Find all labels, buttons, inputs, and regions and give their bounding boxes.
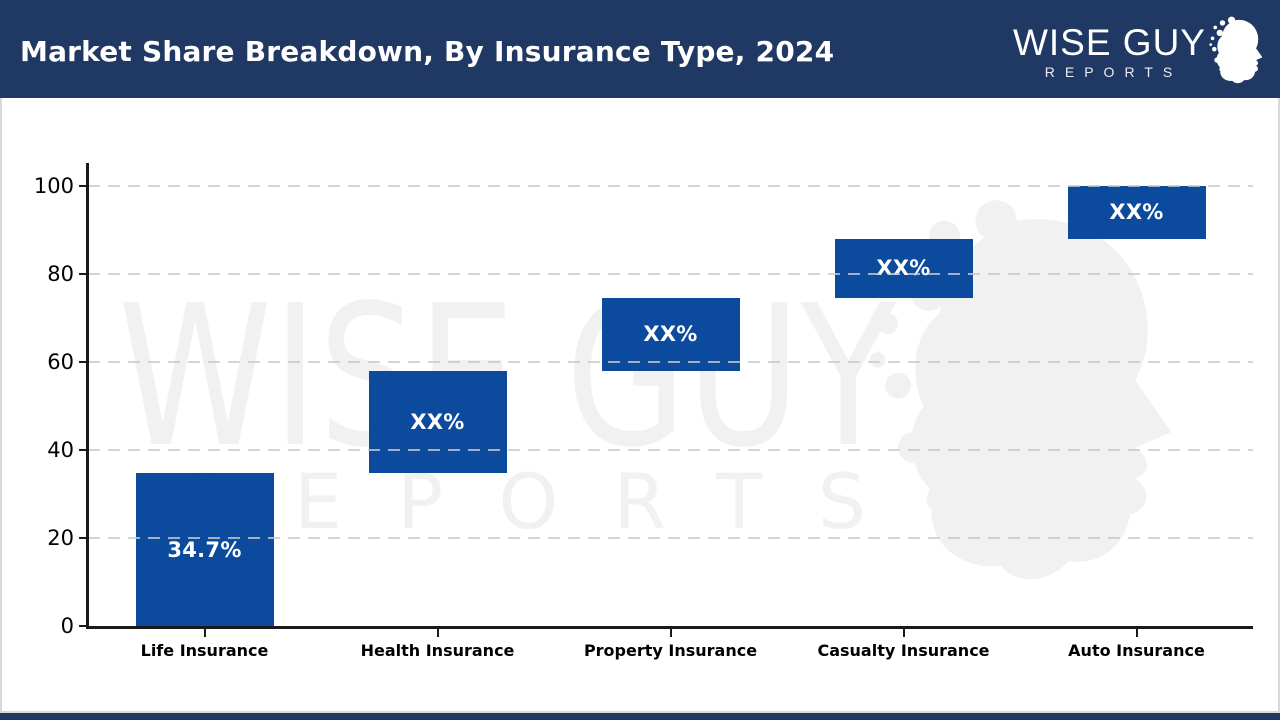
y-tick-label: 60 bbox=[47, 350, 74, 374]
bar-auto-insurance: XX% bbox=[1067, 186, 1206, 239]
bar-health-insurance: XX% bbox=[368, 370, 507, 474]
bar-value-label-auto-insurance: XX% bbox=[1109, 200, 1164, 225]
bar-value-label-health-insurance: XX% bbox=[410, 410, 465, 435]
y-tick-mark bbox=[79, 185, 88, 187]
page-title: Market Share Breakdown, By Insurance Typ… bbox=[20, 34, 835, 68]
footer-bar bbox=[0, 713, 1280, 720]
bar-value-label-life-insurance: 34.7% bbox=[167, 537, 242, 562]
y-tick-label: 0 bbox=[60, 614, 74, 638]
gridline-60 bbox=[88, 361, 1253, 363]
header-bar: Market Share Breakdown, By Insurance Typ… bbox=[0, 0, 1280, 98]
wise-guy-reports-logo: WISE GUY REPORTS bbox=[1013, 15, 1266, 87]
bar-value-label-casualty-insurance: XX% bbox=[876, 256, 931, 281]
logo-text: WISE GUY REPORTS bbox=[1013, 24, 1206, 79]
x-axis-label-property-insurance: Property Insurance bbox=[583, 641, 758, 660]
y-tick-mark bbox=[79, 449, 88, 451]
y-tick-label: 40 bbox=[47, 438, 74, 462]
logo-primary-text: WISE GUY bbox=[1012, 21, 1206, 63]
gridline-80 bbox=[88, 273, 1253, 275]
x-axis-label-health-insurance: Health Insurance bbox=[360, 641, 515, 660]
x-axis-label-casualty-insurance: Casualty Insurance bbox=[817, 641, 990, 660]
y-tick-label: 80 bbox=[47, 262, 74, 286]
y-tick-mark bbox=[79, 625, 88, 627]
x-tick-mark bbox=[1135, 629, 1138, 637]
bar-property-insurance: XX% bbox=[601, 298, 740, 371]
x-tick-mark bbox=[203, 629, 206, 637]
gridline-20 bbox=[88, 537, 1253, 539]
logo-head-icon bbox=[1209, 16, 1263, 84]
x-axis-label-auto-insurance: Auto Insurance bbox=[1068, 641, 1205, 660]
bar-value-label-property-insurance: XX% bbox=[643, 322, 698, 347]
x-axis bbox=[86, 626, 1253, 629]
gridline-40 bbox=[88, 449, 1253, 451]
y-tick-label: 20 bbox=[47, 526, 74, 550]
y-axis bbox=[86, 163, 89, 629]
x-axis-label-life-insurance: Life Insurance bbox=[140, 641, 269, 660]
y-tick-mark bbox=[79, 537, 88, 539]
bar-life-insurance: 34.7% bbox=[135, 473, 274, 626]
x-tick-mark bbox=[669, 629, 672, 637]
x-tick-mark bbox=[902, 629, 905, 637]
y-tick-label: 100 bbox=[33, 174, 74, 198]
gridline-100 bbox=[88, 185, 1253, 187]
x-tick-mark bbox=[436, 629, 439, 637]
y-tick-mark bbox=[79, 273, 88, 275]
y-tick-mark bbox=[79, 361, 88, 363]
bar-casualty-insurance: XX% bbox=[834, 238, 973, 299]
logo-secondary-text: REPORTS bbox=[1044, 63, 1183, 80]
